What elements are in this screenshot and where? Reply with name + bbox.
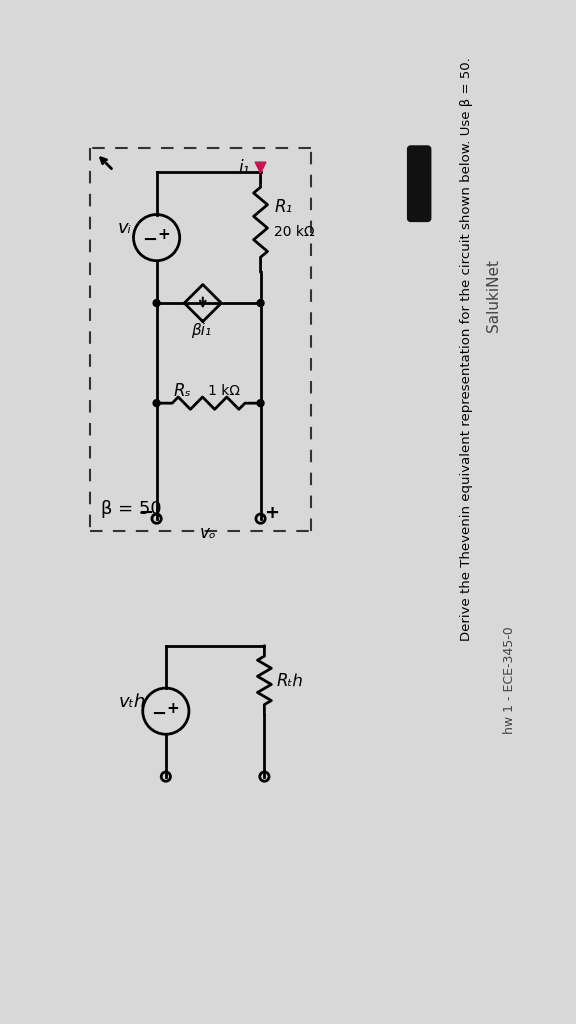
Text: +: + bbox=[157, 227, 170, 242]
Text: 20 kΩ: 20 kΩ bbox=[274, 225, 315, 240]
Text: β = 50: β = 50 bbox=[101, 501, 162, 518]
Text: 1 kΩ: 1 kΩ bbox=[208, 384, 240, 398]
Text: −: − bbox=[138, 504, 153, 521]
Text: i₁: i₁ bbox=[238, 159, 249, 176]
Text: Rₜℎ: Rₜℎ bbox=[276, 672, 304, 689]
Text: hw 1 - ECE-345-0: hw 1 - ECE-345-0 bbox=[503, 627, 516, 734]
Circle shape bbox=[153, 300, 160, 306]
Text: vₜℎ: vₜℎ bbox=[118, 693, 146, 711]
Text: vₒ: vₒ bbox=[200, 523, 217, 542]
FancyBboxPatch shape bbox=[408, 146, 431, 221]
Circle shape bbox=[153, 399, 160, 407]
Text: −: − bbox=[151, 705, 166, 723]
Circle shape bbox=[257, 300, 264, 306]
Text: −: − bbox=[142, 231, 157, 249]
Text: Rₛ: Rₛ bbox=[174, 382, 191, 399]
Text: +: + bbox=[166, 700, 179, 716]
Text: R₁: R₁ bbox=[274, 199, 293, 216]
Polygon shape bbox=[255, 162, 266, 173]
Text: Derive the Thevenin equivalent representation for the circuit shown below. Use β: Derive the Thevenin equivalent represent… bbox=[460, 57, 473, 641]
Text: vᵢ: vᵢ bbox=[118, 219, 131, 238]
Circle shape bbox=[257, 399, 264, 407]
Text: βi₁: βi₁ bbox=[191, 324, 211, 338]
Text: SalukiNet: SalukiNet bbox=[486, 259, 501, 332]
Text: +: + bbox=[264, 504, 279, 521]
